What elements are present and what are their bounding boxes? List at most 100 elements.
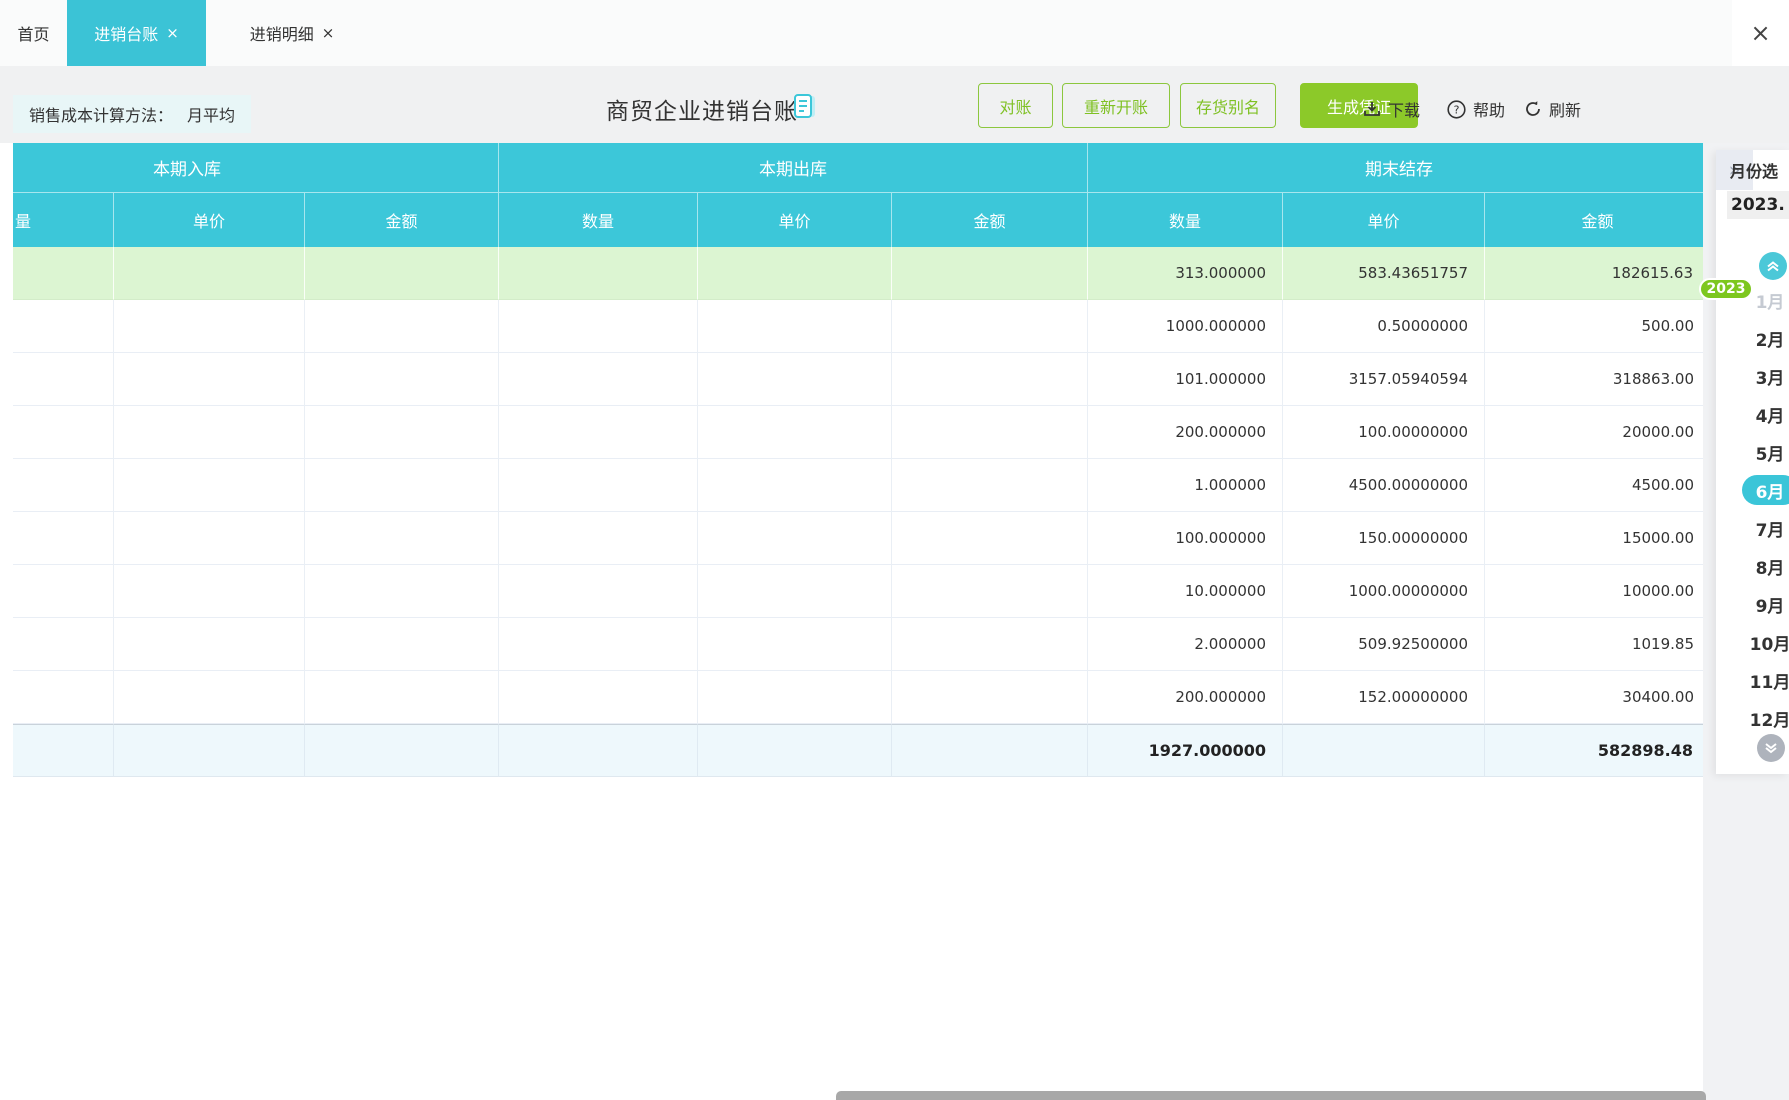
cell-end-qty: 1.000000 <box>1088 459 1283 512</box>
cell-end-amount: 30400.00 <box>1485 671 1710 724</box>
month-item-11[interactable]: 11月 <box>1749 672 1789 693</box>
tab-home-label: 首页 <box>17 25 50 44</box>
total-end-amount: 582898.48 <box>1485 724 1710 777</box>
toolbar <box>0 66 1789 143</box>
cell-end-amount: 318863.00 <box>1485 353 1710 406</box>
cell-end-amount: 20000.00 <box>1485 406 1710 459</box>
cell-end-price: 583.43651757 <box>1283 247 1485 300</box>
table-row[interactable]: 101.000000 3157.05940594 318863.00 <box>13 353 1710 406</box>
help-button[interactable]: ? 帮助 <box>1447 95 1505 123</box>
cost-method-value: 月平均 <box>187 106 236 125</box>
ledger-table: 本期入库 本期出库 期末结存 量 单价 金额 数量 单价 金额 数量 单价 金额… <box>13 143 1710 777</box>
col-header-amount: 金额 <box>892 193 1088 247</box>
cell-end-amount: 10000.00 <box>1485 565 1710 618</box>
month-item-5[interactable]: 5月 <box>1755 444 1785 465</box>
cell-end-qty: 2.000000 <box>1088 618 1283 671</box>
month-item-1[interactable]: 1月 <box>1755 292 1785 313</box>
refresh-label: 刷新 <box>1549 101 1582 120</box>
table-sub-header: 量 单价 金额 数量 单价 金额 数量 单价 金额 <box>13 193 1710 247</box>
cell-end-price: 4500.00000000 <box>1283 459 1485 512</box>
col-header-qty: 数量 <box>499 193 698 247</box>
cell-end-price: 100.00000000 <box>1283 406 1485 459</box>
cell-end-amount: 15000.00 <box>1485 512 1710 565</box>
cell-end-price: 3157.05940594 <box>1283 353 1485 406</box>
cell-end-qty: 10.000000 <box>1088 565 1283 618</box>
close-icon[interactable]: × <box>1732 0 1789 66</box>
month-item-9[interactable]: 9月 <box>1755 596 1785 617</box>
cost-method-label: 销售成本计算方法： <box>29 106 174 125</box>
generate-voucher-button[interactable]: 生成凭证 <box>1300 83 1418 128</box>
download-button[interactable]: 下载 <box>1363 95 1420 123</box>
month-item-8[interactable]: 8月 <box>1755 558 1785 579</box>
col-header-price: 单价 <box>114 193 305 247</box>
table-row[interactable]: 10.000000 1000.00000000 10000.00 <box>13 565 1710 618</box>
cell-end-amount: 182615.63 <box>1485 247 1710 300</box>
reconcile-button[interactable]: 对账 <box>978 83 1053 128</box>
col-header-qty: 数量 <box>1088 193 1283 247</box>
help-label: 帮助 <box>1473 101 1506 120</box>
cost-method-box: 销售成本计算方法： 月平均 <box>13 95 252 133</box>
cell-end-qty: 200.000000 <box>1088 671 1283 724</box>
table-row[interactable]: 100.000000 150.00000000 15000.00 <box>13 512 1710 565</box>
group-header-ending: 期末结存 <box>1088 143 1710 193</box>
refresh-icon <box>1524 100 1542 118</box>
col-header-price: 单价 <box>1283 193 1485 247</box>
tab-home[interactable]: 首页 <box>0 0 67 66</box>
cell-end-price: 1000.00000000 <box>1283 565 1485 618</box>
download-label: 下载 <box>1388 101 1421 120</box>
tab-ledger-active[interactable]: 进销台账 × <box>67 0 206 66</box>
month-item-2[interactable]: 2月 <box>1755 330 1785 351</box>
table-row[interactable]: 1.000000 4500.00000000 4500.00 <box>13 459 1710 512</box>
col-header-price: 单价 <box>698 193 892 247</box>
total-end-qty: 1927.000000 <box>1088 724 1283 777</box>
table-row[interactable]: 313.000000 583.43651757 182615.63 <box>13 247 1710 300</box>
chevron-double-up-icon[interactable] <box>1759 252 1787 280</box>
month-item-7[interactable]: 7月 <box>1755 520 1785 541</box>
tab-bar <box>0 0 1789 66</box>
horizontal-scrollbar-thumb[interactable] <box>836 1091 1706 1100</box>
document-icon <box>792 93 819 120</box>
month-panel-title: 月份选 <box>1730 162 1779 181</box>
cell-end-price: 152.00000000 <box>1283 671 1485 724</box>
month-item-6-selected[interactable]: 6月 <box>1742 475 1789 505</box>
group-header-outbound: 本期出库 <box>499 143 1088 193</box>
cell-end-qty: 313.000000 <box>1088 247 1283 300</box>
chevron-double-down-icon[interactable] <box>1757 734 1785 762</box>
cell-end-amount: 4500.00 <box>1485 459 1710 512</box>
collapse-panel-icon[interactable]: » <box>1716 150 1753 190</box>
table-row[interactable]: 200.000000 152.00000000 30400.00 <box>13 671 1710 724</box>
tab-close-icon[interactable]: × <box>166 24 179 42</box>
cell-end-qty: 100.000000 <box>1088 512 1283 565</box>
total-end-price <box>1283 724 1485 777</box>
cell-end-price: 0.50000000 <box>1283 300 1485 353</box>
tab-ledger-label: 进销台账 <box>94 25 159 44</box>
month-item-3[interactable]: 3月 <box>1755 368 1785 389</box>
col-header-amount: 金额 <box>305 193 499 247</box>
cell-end-price: 150.00000000 <box>1283 512 1485 565</box>
table-group-header: 本期入库 本期出库 期末结存 <box>13 143 1710 193</box>
table-row[interactable]: 200.000000 100.00000000 20000.00 <box>13 406 1710 459</box>
table-total-row: 1927.000000 582898.48 <box>13 724 1710 777</box>
cell-end-qty: 101.000000 <box>1088 353 1283 406</box>
year-badge: 2023 <box>1699 278 1753 300</box>
download-icon <box>1363 100 1381 118</box>
cell-end-amount: 500.00 <box>1485 300 1710 353</box>
svg-text:?: ? <box>1454 103 1460 116</box>
month-item-12[interactable]: 12月 <box>1749 710 1789 731</box>
month-item-10[interactable]: 10月 <box>1749 634 1789 655</box>
tab-detail[interactable]: 进销明细 × <box>206 0 378 66</box>
table-row[interactable]: 2.000000 509.92500000 1019.85 <box>13 618 1710 671</box>
page-title: 商贸企业进销台账 <box>606 99 798 125</box>
inventory-alias-button[interactable]: 存货别名 <box>1180 83 1276 128</box>
reopen-account-button[interactable]: 重新开账 <box>1062 83 1170 128</box>
year-selector[interactable]: 2023. <box>1727 191 1789 219</box>
month-item-4[interactable]: 4月 <box>1755 406 1785 427</box>
table-row[interactable]: 1000.000000 0.50000000 500.00 <box>13 300 1710 353</box>
tab-detail-label: 进销明细 <box>249 25 314 44</box>
group-header-inbound: 本期入库 <box>13 143 499 193</box>
tab-close-icon[interactable]: × <box>321 24 335 42</box>
cell-end-qty: 200.000000 <box>1088 406 1283 459</box>
cell-end-amount: 1019.85 <box>1485 618 1710 671</box>
refresh-button[interactable]: 刷新 <box>1524 95 1581 123</box>
cell-end-price: 509.92500000 <box>1283 618 1485 671</box>
